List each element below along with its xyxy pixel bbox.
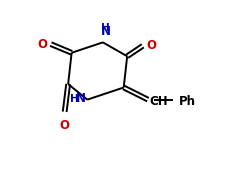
Text: H: H: [70, 94, 79, 104]
Text: N: N: [100, 25, 110, 38]
Text: O: O: [146, 39, 156, 52]
Text: H: H: [101, 23, 110, 33]
Text: CH: CH: [149, 95, 168, 108]
Text: Ph: Ph: [178, 95, 195, 108]
Text: O: O: [60, 119, 70, 132]
Text: N: N: [76, 92, 86, 105]
Text: O: O: [37, 38, 47, 51]
